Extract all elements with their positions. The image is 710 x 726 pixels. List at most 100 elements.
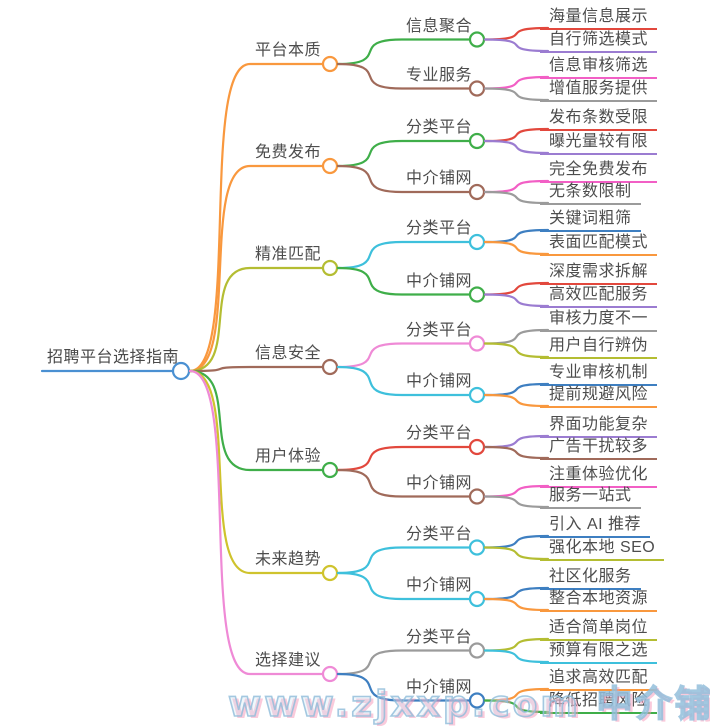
branch-label[interactable]: 精准匹配	[255, 246, 322, 263]
subbranch-label[interactable]: 中介铺网	[406, 678, 473, 696]
branch-node-handle[interactable]	[321, 461, 339, 479]
leaf-node[interactable]: 增值服务提供	[540, 80, 658, 102]
subbranch-node-handle[interactable]	[468, 438, 486, 456]
subbranch-label[interactable]: 中介铺网	[406, 272, 473, 290]
subbranch-link	[336, 266, 471, 296]
subbranch-label[interactable]: 中介铺网	[406, 373, 473, 390]
leaf-link	[483, 445, 550, 460]
branch-node-handle[interactable]	[321, 665, 339, 683]
leaf-node[interactable]: 追求高效匹配	[540, 669, 658, 691]
subbranch-label[interactable]: 中介铺网	[406, 474, 473, 492]
subbranch-link	[336, 672, 471, 702]
leaf-node[interactable]: 社区化服务	[540, 568, 641, 590]
subbranch-label[interactable]: 分类平台	[406, 119, 473, 136]
leaf-link	[483, 484, 550, 498]
leaf-node[interactable]: 专业审核机制	[540, 364, 658, 386]
leaf-link	[483, 127, 550, 143]
subbranch-label[interactable]: 分类平台	[406, 525, 473, 543]
leaf-node[interactable]: 降低招聘风险	[540, 692, 658, 714]
leaf-link	[483, 281, 550, 296]
leaf-link	[483, 26, 550, 41]
branch-label[interactable]: 免费发布	[255, 144, 322, 161]
subbranch-link	[336, 164, 471, 194]
subbranch-node-handle[interactable]	[468, 692, 486, 709]
leaf-node[interactable]: 强化本地 SEO	[540, 539, 665, 561]
subbranch-label[interactable]: 分类平台	[406, 321, 473, 339]
leaf-link	[483, 179, 550, 194]
branch-link	[188, 164, 324, 373]
leaf-node[interactable]: 完全免费发布	[540, 161, 658, 183]
subbranch-link	[336, 38, 471, 66]
subbranch-node-handle[interactable]	[468, 183, 486, 201]
leaf-node[interactable]: 审核力度不一	[540, 310, 658, 332]
subbranch-node-handle[interactable]	[468, 335, 486, 352]
leaf-link	[483, 495, 550, 509]
leaf-node[interactable]: 注重体验优化	[540, 466, 658, 488]
subbranch-link	[336, 62, 471, 90]
leaf-node[interactable]: 用户自行辨伪	[540, 337, 658, 359]
leaf-link	[483, 75, 550, 90]
leaf-node[interactable]: 预算有限之选	[540, 642, 658, 664]
branch-node-handle[interactable]	[321, 358, 339, 376]
leaf-link	[483, 546, 550, 561]
subbranch-node-handle[interactable]	[468, 539, 486, 556]
subbranch-node-handle[interactable]	[468, 132, 486, 150]
root-node-label[interactable]: 招聘平台选择指南	[47, 349, 180, 366]
subbranch-label[interactable]: 中介铺网	[406, 577, 473, 594]
subbranch-node-handle[interactable]	[468, 590, 486, 608]
leaf-node[interactable]: 无条数限制	[540, 183, 641, 205]
subbranch-label[interactable]: 分类平台	[406, 425, 473, 442]
leaf-node[interactable]: 适合简单岗位	[540, 619, 658, 641]
subbranch-link	[336, 571, 471, 601]
leaf-node[interactable]: 信息审核筛选	[540, 57, 658, 79]
leaf-node[interactable]: 发布条数受限	[540, 109, 658, 131]
subbranch-link	[336, 445, 471, 472]
leaf-link	[483, 393, 550, 408]
leaf-node[interactable]: 表面匹配模式	[540, 234, 658, 256]
leaf-node[interactable]: 高效匹配服务	[540, 286, 658, 308]
subbranch-label[interactable]: 分类平台	[406, 220, 473, 237]
subbranch-link	[336, 649, 471, 676]
leaf-node[interactable]: 提前规避风险	[540, 386, 658, 408]
subbranch-node-handle[interactable]	[468, 286, 486, 303]
leaf-node[interactable]: 曝光量较有限	[540, 133, 658, 155]
leaf-link	[483, 240, 550, 256]
branch-label[interactable]: 选择建议	[255, 652, 322, 669]
subbranch-node-handle[interactable]	[468, 233, 486, 251]
leaf-node[interactable]: 深度需求拆解	[540, 263, 658, 285]
branch-label[interactable]: 信息安全	[255, 345, 322, 362]
leaf-node[interactable]: 界面功能复杂	[540, 416, 658, 438]
subbranch-label[interactable]: 分类平台	[406, 628, 473, 646]
leaf-node[interactable]: 引入 AI 推荐	[540, 516, 651, 538]
leaf-link	[483, 342, 550, 359]
leaf-node[interactable]: 服务一站式	[540, 487, 641, 509]
subbranch-node-handle[interactable]	[468, 386, 486, 404]
branch-node-handle[interactable]	[321, 157, 339, 175]
leaf-node[interactable]: 关键词粗筛	[540, 210, 641, 232]
subbranch-label[interactable]: 专业服务	[406, 66, 473, 84]
subbranch-node-handle[interactable]	[468, 80, 486, 97]
leaf-node[interactable]: 整合本地资源	[540, 590, 658, 612]
subbranch-link	[336, 139, 471, 168]
leaf-node[interactable]: 海量信息展示	[540, 8, 658, 30]
leaf-node[interactable]: 广告干扰较多	[540, 438, 658, 460]
leaf-link	[483, 190, 550, 205]
branch-node-handle[interactable]	[321, 564, 339, 582]
leaf-node[interactable]: 自行筛选模式	[540, 31, 658, 53]
leaf-link	[483, 699, 550, 714]
branch-link	[188, 266, 324, 373]
leaf-link	[483, 328, 550, 345]
branch-label[interactable]: 未来趋势	[255, 551, 322, 568]
branch-node-handle[interactable]	[321, 259, 339, 277]
branch-label[interactable]: 用户体验	[255, 448, 322, 465]
subbranch-label[interactable]: 中介铺网	[406, 170, 473, 187]
subbranch-node-handle[interactable]	[468, 488, 486, 505]
branch-label[interactable]: 平台本质	[255, 42, 322, 59]
subbranch-node-handle[interactable]	[468, 642, 486, 659]
branch-node-handle[interactable]	[321, 55, 339, 73]
subbranch-node-handle[interactable]	[468, 31, 486, 48]
branch-link	[188, 369, 324, 472]
subbranch-label[interactable]: 信息聚合	[406, 17, 473, 35]
